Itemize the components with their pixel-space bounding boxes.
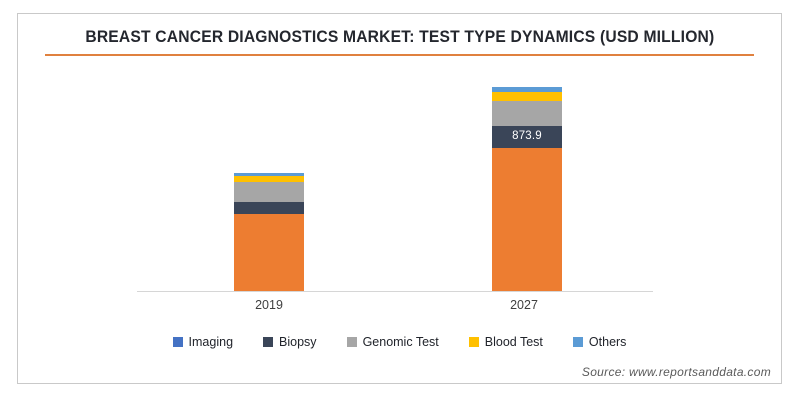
bar-segment-genomic-test-2027 xyxy=(492,101,562,126)
bar-segment-others-2027 xyxy=(492,87,562,93)
bar-segment-imaging-2019 xyxy=(234,214,304,291)
legend-label-imaging: Imaging xyxy=(188,334,234,349)
legend-label-blood-test: Blood Test xyxy=(484,334,543,349)
legend-label-biopsy: Biopsy xyxy=(279,334,317,349)
legend-item-blood-test: Blood Test xyxy=(468,334,543,349)
chart-header: BREAST CANCER DIAGNOSTICS MARKET: TEST T… xyxy=(18,22,781,52)
chart-title: BREAST CANCER DIAGNOSTICS MARKET: TEST T… xyxy=(84,27,715,46)
x-axis-tick-2027: 2027 xyxy=(510,298,538,312)
legend-item-others: Others xyxy=(572,334,627,349)
x-axis-tick-2019: 2019 xyxy=(255,298,283,312)
legend-label-genomic-test: Genomic Test xyxy=(362,334,439,349)
bar-segment-blood-test-2019 xyxy=(234,176,304,182)
data-label-biopsy-2027: 873.9 xyxy=(512,130,542,143)
legend-swatch-blood-test xyxy=(468,337,479,347)
stacked-bar-2027: 873.9 xyxy=(492,87,562,291)
plot-area: 2019 2027 873.9 xyxy=(18,14,783,385)
x-axis-line xyxy=(137,291,653,292)
legend-item-biopsy: Biopsy xyxy=(263,336,317,349)
legend-swatch-imaging xyxy=(172,337,183,347)
bar-segment-blood-test-2027 xyxy=(492,92,562,102)
chart-frame: BREAST CANCER DIAGNOSTICS MARKET: TEST T… xyxy=(17,13,782,384)
source-attribution: Source: www.reportsanddata.com xyxy=(581,365,771,379)
legend: Imaging Biopsy Genomic Test Blood Test Other… xyxy=(18,334,781,350)
legend-item-imaging: Imaging xyxy=(172,334,234,349)
bar-segment-genomic-test-2019 xyxy=(234,182,304,202)
title-underline-rule xyxy=(45,54,754,56)
bar-segment-biopsy-2019 xyxy=(234,202,304,214)
legend-swatch-others xyxy=(572,337,583,347)
bar-segment-biopsy-2027: 873.9 xyxy=(492,126,562,148)
stacked-bar-2019 xyxy=(234,173,304,291)
legend-swatch-genomic-test xyxy=(346,337,357,347)
bar-segment-imaging-2027 xyxy=(492,148,562,291)
bar-segment-others-2019 xyxy=(234,173,304,176)
legend-swatch-biopsy xyxy=(263,337,274,347)
legend-item-genomic-test: Genomic Test xyxy=(346,334,439,349)
legend-label-others: Others xyxy=(588,334,627,349)
